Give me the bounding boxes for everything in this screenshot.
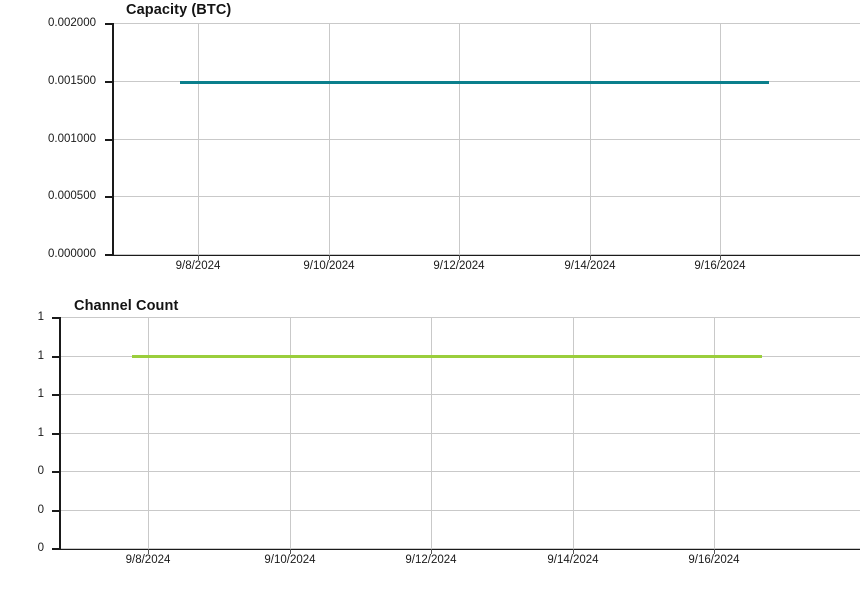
gridline-vertical — [329, 23, 330, 255]
x-tick-mark — [198, 255, 199, 260]
x-tick-label: 9/10/2024 — [264, 554, 316, 566]
y-tick-label: 1 — [37, 388, 44, 400]
channel-count-x-axis — [59, 548, 860, 550]
x-tick-label: 9/16/2024 — [694, 260, 746, 272]
capacity-plot-area — [105, 23, 860, 260]
y-tick-label: 0 — [37, 465, 44, 477]
x-tick-mark — [720, 255, 721, 260]
capacity-chart-panel: Capacity (BTC) 0.002000 0.001500 0.001000 0… — [0, 0, 860, 290]
gridline-horizontal — [60, 317, 860, 318]
channel-count-plot-area — [52, 317, 860, 554]
channel-count-chart-title: Channel Count — [74, 298, 179, 314]
gridline-horizontal — [60, 433, 860, 434]
y-tick-mark — [105, 196, 112, 198]
x-tick-label: 9/14/2024 — [547, 554, 599, 566]
y-tick-mark — [105, 81, 112, 83]
x-tick-label: 9/12/2024 — [405, 554, 457, 566]
gridline-vertical — [459, 23, 460, 255]
channel-count-y-axis — [59, 317, 61, 550]
x-tick-mark — [714, 549, 715, 554]
y-tick-mark — [52, 317, 59, 319]
x-tick-mark — [329, 255, 330, 260]
y-tick-label: 0.000000 — [48, 248, 96, 260]
gridline-vertical — [198, 23, 199, 255]
y-tick-label: 1 — [37, 350, 44, 362]
gridline-horizontal — [113, 196, 860, 197]
y-tick-label: 0.000500 — [48, 190, 96, 202]
y-tick-label: 1 — [37, 311, 44, 323]
y-tick-label: 0.002000 — [48, 17, 96, 29]
y-tick-mark — [52, 510, 59, 512]
x-tick-label: 9/16/2024 — [688, 554, 740, 566]
gridline-horizontal — [113, 23, 860, 24]
y-tick-label: 0 — [37, 542, 44, 554]
y-tick-mark — [52, 433, 59, 435]
x-tick-mark — [573, 549, 574, 554]
gridline-vertical — [590, 23, 591, 255]
x-tick-label: 9/8/2024 — [125, 554, 171, 566]
gridline-horizontal — [60, 471, 860, 472]
x-tick-label: 9/12/2024 — [433, 260, 485, 272]
capacity-chart-title: Capacity (BTC) — [126, 2, 232, 18]
x-tick-mark — [431, 549, 432, 554]
channel-count-series-line — [132, 355, 762, 358]
x-tick-label: 9/10/2024 — [303, 260, 355, 272]
x-tick-mark — [459, 255, 460, 260]
x-tick-mark — [290, 549, 291, 554]
y-tick-mark — [52, 471, 59, 473]
x-tick-mark — [590, 255, 591, 260]
capacity-y-axis — [112, 23, 114, 256]
y-tick-mark — [105, 139, 112, 141]
y-tick-label: 0.001000 — [48, 133, 96, 145]
gridline-vertical — [431, 317, 432, 549]
gridline-vertical — [573, 317, 574, 549]
gridline-horizontal — [60, 394, 860, 395]
x-tick-label: 9/14/2024 — [564, 260, 616, 272]
gridline-vertical — [714, 317, 715, 549]
capacity-x-axis — [112, 254, 860, 256]
channel-count-chart-panel: Channel Count 1 1 1 1 0 0 0 9/8/2024 9/10/2024 9… — [0, 290, 860, 600]
gridline-vertical — [720, 23, 721, 255]
gridline-horizontal — [60, 510, 860, 511]
y-tick-mark — [105, 254, 112, 256]
capacity-series-line — [180, 81, 769, 84]
y-tick-label: 1 — [37, 427, 44, 439]
y-tick-mark — [52, 548, 59, 550]
gridline-vertical — [148, 317, 149, 549]
y-tick-mark — [52, 356, 59, 358]
x-tick-label: 9/8/2024 — [175, 260, 221, 272]
gridline-horizontal — [113, 139, 860, 140]
gridline-vertical — [290, 317, 291, 549]
y-tick-label: 0 — [37, 504, 44, 516]
y-tick-mark — [52, 394, 59, 396]
x-tick-mark — [148, 549, 149, 554]
y-tick-label: 0.001500 — [48, 75, 96, 87]
y-tick-mark — [105, 23, 112, 25]
